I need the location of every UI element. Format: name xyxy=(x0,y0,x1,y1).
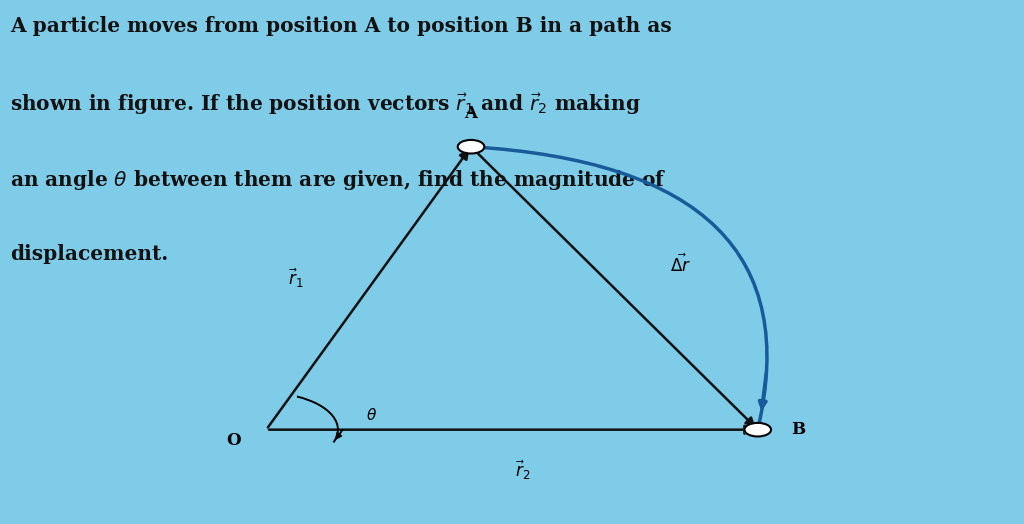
Circle shape xyxy=(458,140,484,154)
Circle shape xyxy=(744,423,771,436)
Text: shown in figure. If the position vectors $\vec{r}_1$ and $\vec{r}_2$ making: shown in figure. If the position vectors… xyxy=(10,92,641,117)
Text: B: B xyxy=(792,421,806,438)
Text: $\theta$: $\theta$ xyxy=(366,407,377,423)
Text: A: A xyxy=(465,105,477,122)
Text: $\vec{r}_1$: $\vec{r}_1$ xyxy=(288,266,303,290)
Text: displacement.: displacement. xyxy=(10,244,169,264)
Text: $\vec{r}_2$: $\vec{r}_2$ xyxy=(515,458,529,482)
Text: $\vec{\Delta r}$: $\vec{\Delta r}$ xyxy=(671,254,691,276)
Text: O: O xyxy=(226,432,241,449)
Text: an angle $\theta$ between them are given, find the magnitude of: an angle $\theta$ between them are given… xyxy=(10,168,667,192)
Text: A particle moves from position A to position B in a path as: A particle moves from position A to posi… xyxy=(10,16,672,36)
